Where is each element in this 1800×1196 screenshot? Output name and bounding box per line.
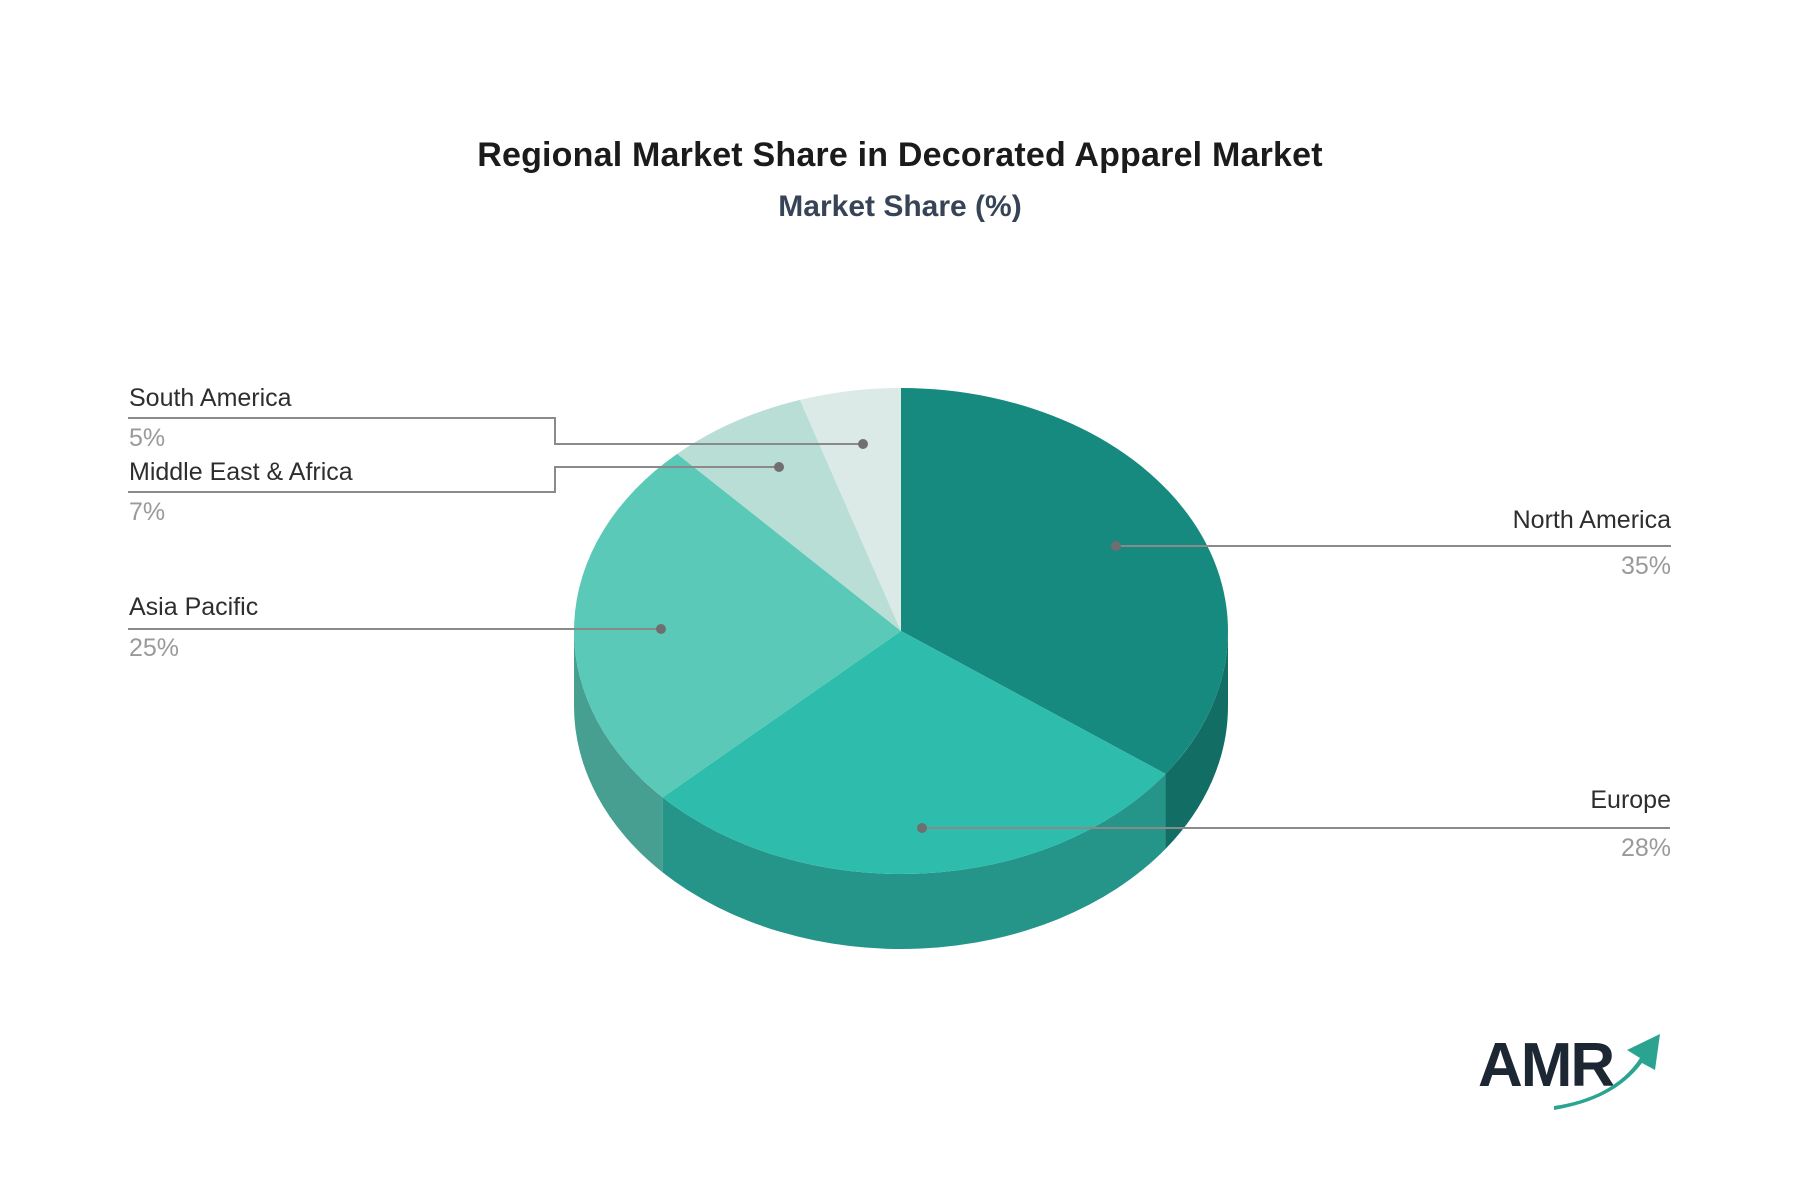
amr-logo-text: AMR: [1478, 1031, 1615, 1100]
slice-label-north-america: North America: [1512, 506, 1671, 534]
pie-slice-side-europe: [662, 773, 1166, 949]
slice-value-europe: 28%: [1620, 834, 1671, 862]
slice-label-middle-east-africa: Middle East & Africa: [129, 458, 353, 486]
pie-slice-asia-pacific[interactable]: [574, 453, 901, 798]
slice-label-europe: Europe: [1590, 786, 1671, 814]
pie-slice-europe[interactable]: [662, 631, 1166, 875]
pie-slice-south-america[interactable]: [799, 388, 901, 631]
connector-dot-south-america: [858, 439, 868, 449]
pie-slice-middle-east-africa[interactable]: [677, 399, 901, 631]
connector-dot-north-america: [1111, 541, 1121, 551]
chart-subtitle: Market Share (%): [778, 190, 1022, 223]
slice-value-north-america: 35%: [1620, 552, 1671, 580]
pie-slice-side-asia-pacific: [574, 631, 663, 873]
connector-line-south-america: [128, 417, 863, 445]
connector-dot-middle-east-africa: [774, 462, 784, 472]
growth-arrow-icon: [1554, 1034, 1660, 1110]
pie-slice-north-america[interactable]: [901, 388, 1228, 774]
amr-logo: AMR: [1470, 1020, 1710, 1140]
slice-label-asia-pacific: Asia Pacific: [129, 593, 259, 621]
slice-label-south-america: South America: [129, 384, 292, 412]
slice-value-asia-pacific: 25%: [129, 634, 180, 662]
connector-line-middle-east-africa: [128, 466, 779, 493]
slice-value-middle-east-africa: 7%: [129, 498, 166, 526]
pie-slice-side-north-america: [1165, 631, 1228, 849]
chart-title: Regional Market Share in Decorated Appar…: [477, 136, 1323, 174]
connector-dot-europe: [917, 823, 927, 833]
connector-dot-asia-pacific: [656, 624, 666, 634]
slice-value-south-america: 5%: [129, 424, 166, 452]
